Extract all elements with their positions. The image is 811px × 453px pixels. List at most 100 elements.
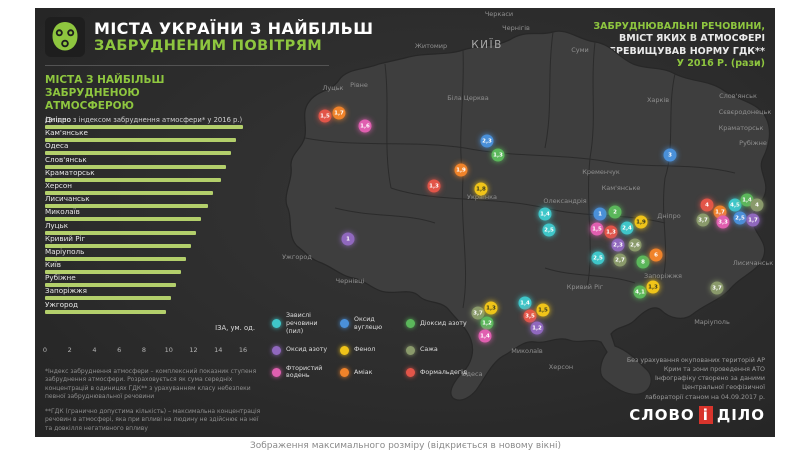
chart-row: Кривий Ріг (45, 233, 257, 248)
chart-row: Краматорськ (45, 167, 257, 182)
axis-tick: 0 (42, 346, 48, 354)
credits-line4: Центральної геофізичної (682, 384, 765, 392)
pollution-marker: 2,3 (611, 238, 625, 252)
form-dot-icon (406, 367, 415, 377)
legend-label: Оксид азоту (286, 346, 328, 354)
map-city-label: Чернівці (335, 277, 365, 285)
pollution-marker: 3,5 (523, 309, 537, 323)
pollution-marker: 1,2 (530, 321, 544, 335)
map-city-label: Рівне (350, 81, 368, 89)
map-title-line4: У 2016 Р. (рази) (676, 58, 765, 70)
pollution-marker: 1,3 (646, 280, 660, 294)
pollution-marker: 1,3 (484, 301, 498, 315)
slovo-i-dilo-logo: СЛОВО і ДІЛО (629, 406, 765, 424)
map-city-label: Слов'янськ (719, 92, 757, 100)
legend-label: Формальдегід (420, 368, 468, 376)
map-city-label: Українка (467, 193, 497, 201)
map-city-label: Черкаси (484, 10, 514, 18)
map-city-label: Рубіжне (739, 139, 767, 147)
nh3-dot-icon (340, 367, 349, 377)
legend-item-no2: Діоксид азоту (406, 312, 472, 336)
map-city-label: Маріуполь (694, 318, 730, 326)
map-title: ЗАБРУДНЮВАЛЬНІ РЕЧОВИНИ, ВМІСТ ЯКИХ В АТ… (593, 21, 765, 70)
chart-city-label: Слов'янськ (45, 154, 87, 164)
main-title-line2: ЗАБРУДНЕНИМ ПОВІТРЯМ (94, 37, 323, 54)
footnote-gdk: **ГДК (гранично допустима кількість) – м… (45, 408, 261, 432)
pollution-marker: 1,4 (538, 207, 552, 221)
infographic-header: МІСТА УКРАЇНИ З НАЙБІЛЬШ ЗАБРУДНЕНИМ ПОВ… (45, 17, 373, 57)
chart-row: Одеса (45, 142, 257, 156)
chart-city-label: Рубіжне (45, 273, 76, 283)
map-city-label: Краматорськ (718, 124, 764, 132)
legend-item-soot: Сажа (406, 345, 472, 355)
chart-bar (45, 177, 221, 182)
pollution-infographic-image[interactable]: МІСТА УКРАЇНИ З НАЙБІЛЬШ ЗАБРУДНЕНИМ ПОВ… (35, 8, 775, 437)
pollution-marker: 1,8 (474, 182, 488, 196)
pollution-marker: 1,4 (478, 329, 492, 343)
chart-city-label: Дніпро (45, 115, 71, 124)
x-axis-label: ІЗА, ум. од. (215, 324, 255, 332)
pollution-marker: 1,5 (590, 222, 604, 236)
chart-city-label: Київ (45, 260, 62, 270)
map-city-label: Кам'янське (601, 184, 641, 192)
chart-row: Лисичанськ (45, 194, 257, 209)
map-city-label: Ужгород (282, 253, 312, 261)
ukraine-outline (285, 30, 771, 401)
legend-label: Сажа (420, 346, 438, 354)
pollution-marker: 6 (649, 248, 663, 262)
axis-tick: 14 (214, 346, 223, 354)
legend-label: Аміак (354, 368, 373, 376)
chart-city-label: Ужгород (45, 299, 78, 309)
map-city-label: Одеса (461, 370, 483, 378)
chart-bar (45, 138, 236, 143)
pollution-marker: 1,3 (427, 179, 441, 193)
legend-label: Оксид вуглецю (354, 315, 383, 331)
chart-bar (45, 125, 243, 129)
legend-item-dust: Завислі речовини (пил) (272, 312, 336, 336)
chart-city-label: Маріуполь (45, 246, 85, 256)
map-city-label: Сєвєродонецьк (718, 108, 772, 116)
pollution-marker: 3,7 (471, 306, 485, 320)
map-city-label: Кременчук (582, 168, 620, 176)
map-city-label: Миколаїв (511, 347, 543, 355)
credits-line2: Крим та зони проведення АТО (663, 366, 765, 374)
logo-word1: СЛОВО (629, 406, 695, 424)
image-caption-link[interactable]: Зображення максимального розміру (відкри… (249, 441, 562, 451)
chart-row: Дніпро (45, 116, 257, 129)
pollution-marker: 1 (341, 232, 355, 246)
pollution-marker: 4,1 (633, 285, 647, 299)
chart-city-label: Миколаїв (45, 207, 80, 217)
pollution-marker: 1,2 (480, 316, 494, 330)
chart-bar (45, 256, 187, 261)
pollutant-legend: Завислі речовини (пил) Оксид вуглецю Діокс… (272, 312, 468, 380)
pollution-marker: 1,5 (536, 303, 550, 317)
chart-city-label: Лисичанськ (45, 194, 90, 204)
chart-bar (45, 296, 172, 301)
dust-dot-icon (272, 319, 281, 329)
chart-row: Маріуполь (45, 246, 257, 261)
map-title-line1: ЗАБРУДНЮВАЛЬНІ РЕЧОВИНИ, (593, 21, 765, 32)
chart-city-label: Краматорськ (45, 167, 95, 177)
chart-row: Миколаїв (45, 207, 257, 222)
chart-city-label: Запоріжжя (45, 286, 87, 296)
hf-dot-icon (272, 367, 281, 377)
axis-tick: 12 (189, 346, 198, 354)
chart-row: Слов'янськ (45, 154, 257, 169)
pollution-marker: 3,7 (696, 213, 710, 227)
pollution-marker: 2,3 (480, 134, 494, 148)
map-city-label: Лисичанськ (732, 259, 774, 267)
credits-line5: лабораторії станом на 04.09.2017 р. (644, 393, 765, 401)
map-city-label: Дніпро (657, 212, 681, 220)
chart-row: Херсон (45, 181, 257, 195)
map-city-label: Харків (646, 96, 670, 104)
soot-dot-icon (406, 345, 415, 355)
pollution-marker: 3 (663, 148, 677, 162)
map-city-label: Біла Церква (447, 94, 489, 102)
credits-line3: Інфографіку створено за даними (654, 375, 765, 383)
chart-city-label: Кривий Ріг (45, 233, 86, 243)
pollution-marker: 2,5 (733, 211, 747, 225)
logo-word2: і (698, 406, 713, 424)
pollution-marker: 2,6 (628, 238, 642, 252)
legend-item-hf: Фтористий водень (272, 365, 336, 381)
ukraine-map: Черкаси Чернігів Житомир КИЇВ Суми Луцьк Рівне… (235, 8, 775, 433)
